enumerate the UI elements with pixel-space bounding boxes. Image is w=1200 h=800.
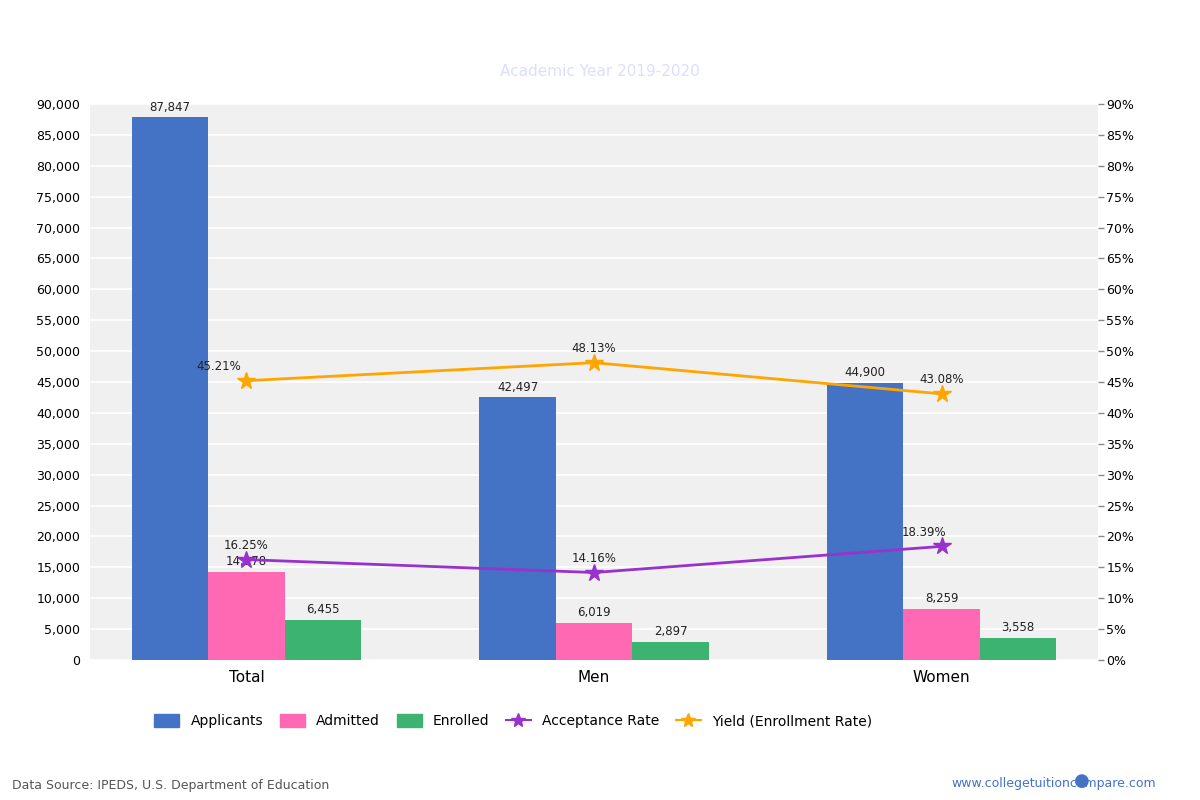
Text: 6,455: 6,455 bbox=[306, 603, 340, 617]
Text: 14,278: 14,278 bbox=[226, 555, 266, 568]
Text: 48.13%: 48.13% bbox=[571, 342, 617, 355]
Bar bbox=[632, 642, 709, 660]
Text: Data Source: IPEDS, U.S. Department of Education: Data Source: IPEDS, U.S. Department of E… bbox=[12, 779, 329, 792]
Bar bbox=[556, 623, 632, 660]
Bar bbox=[904, 609, 980, 660]
Text: 42,497: 42,497 bbox=[497, 381, 538, 394]
Bar bbox=[479, 398, 556, 660]
Text: 16.25%: 16.25% bbox=[224, 539, 269, 552]
Text: ●: ● bbox=[1074, 773, 1090, 790]
Text: www.collegetuitioncompare.com: www.collegetuitioncompare.com bbox=[950, 778, 1156, 790]
Text: 3,558: 3,558 bbox=[1002, 622, 1034, 634]
Text: University of California-Berkeley Acceptance Rate and Admission Statistics: University of California-Berkeley Accept… bbox=[128, 25, 1072, 45]
Bar bbox=[980, 638, 1056, 660]
Bar bbox=[284, 620, 361, 660]
Bar bbox=[208, 572, 284, 660]
Text: 8,259: 8,259 bbox=[925, 592, 959, 606]
Text: 18.39%: 18.39% bbox=[902, 526, 947, 539]
Legend: Applicants, Admitted, Enrolled, Acceptance Rate, Yield (Enrollment Rate): Applicants, Admitted, Enrolled, Acceptan… bbox=[149, 709, 877, 734]
Text: Academic Year 2019-2020: Academic Year 2019-2020 bbox=[500, 64, 700, 79]
Text: 43.08%: 43.08% bbox=[919, 374, 964, 386]
Text: 44,900: 44,900 bbox=[845, 366, 886, 379]
Text: 45.21%: 45.21% bbox=[197, 360, 241, 374]
Bar bbox=[132, 118, 208, 660]
Text: 6,019: 6,019 bbox=[577, 606, 611, 619]
Text: 2,897: 2,897 bbox=[654, 626, 688, 638]
Bar bbox=[827, 382, 904, 660]
Text: 87,847: 87,847 bbox=[150, 101, 191, 114]
Text: 14.16%: 14.16% bbox=[571, 552, 617, 565]
